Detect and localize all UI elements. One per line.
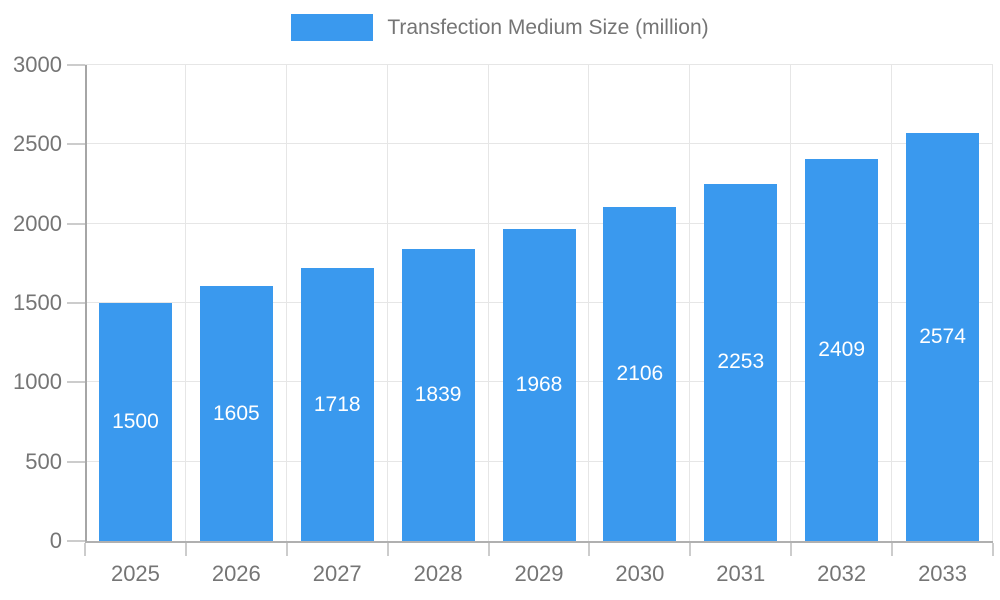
y-axis-tick xyxy=(67,143,85,146)
x-axis-label: 2028 xyxy=(413,561,463,586)
bar: 1605 xyxy=(199,286,273,541)
legend: Transfection Medium Size (million) xyxy=(0,14,1000,41)
x-axis-tick xyxy=(891,543,894,556)
bar-value-label: 1500 xyxy=(112,410,159,433)
gridline-horizontal xyxy=(85,64,993,65)
gridline-vertical xyxy=(487,65,489,541)
bar: 2574 xyxy=(906,132,980,541)
x-axis-tick xyxy=(84,543,86,556)
legend-swatch xyxy=(291,14,374,41)
x-axis-tick xyxy=(184,543,187,556)
x-axis-tick xyxy=(285,543,288,556)
y-axis-tick xyxy=(67,302,85,304)
bar-value-label: 2574 xyxy=(919,324,966,348)
bar: 1500 xyxy=(98,303,172,541)
gridline-vertical xyxy=(386,65,388,541)
bar-value-label: 1605 xyxy=(212,401,260,425)
bar: 2409 xyxy=(805,158,879,541)
bar: 2253 xyxy=(704,183,778,541)
x-axis-tick xyxy=(588,543,591,556)
gridline-vertical xyxy=(891,65,893,541)
bar: 2106 xyxy=(603,206,677,541)
x-axis-label: 2031 xyxy=(716,561,766,586)
bar-value-label: 1718 xyxy=(313,392,361,416)
legend-label: Transfection Medium Size (million) xyxy=(387,15,709,39)
y-axis-tick xyxy=(67,222,85,225)
gridline-vertical xyxy=(588,65,590,541)
y-axis-tick xyxy=(67,381,85,384)
bar-value-label: 1968 xyxy=(515,372,563,396)
bar: 1718 xyxy=(300,268,374,541)
y-axis-label: 2500 xyxy=(13,131,62,157)
bar-value-label: 2253 xyxy=(717,350,765,374)
gridline-vertical xyxy=(285,65,287,541)
bar: 1839 xyxy=(401,249,475,541)
x-axis-label: 2025 xyxy=(110,561,160,586)
y-axis-tick xyxy=(67,460,85,463)
y-axis-label: 1500 xyxy=(13,290,62,315)
y-axis-line xyxy=(85,65,87,541)
gridline-horizontal xyxy=(85,143,993,145)
y-axis-tick xyxy=(67,64,85,66)
x-axis-label: 2029 xyxy=(514,561,564,586)
bar-value-label: 2106 xyxy=(616,361,664,385)
x-axis-tick xyxy=(487,543,490,556)
x-axis-tick xyxy=(992,543,994,556)
bar-value-label: 1839 xyxy=(414,383,462,407)
x-axis-tick xyxy=(790,543,793,556)
x-axis-label: 2033 xyxy=(918,561,968,586)
y-axis-label: 500 xyxy=(25,448,62,474)
y-axis-label: 2000 xyxy=(13,210,62,236)
x-axis-tick xyxy=(386,543,389,556)
bar-value-label: 2409 xyxy=(818,337,866,361)
x-axis-label: 2030 xyxy=(615,561,665,586)
y-axis-tick xyxy=(67,540,85,542)
gridline-horizontal xyxy=(85,222,993,224)
x-axis-label: 2032 xyxy=(817,561,867,586)
gridline-vertical xyxy=(790,65,792,541)
gridline-vertical xyxy=(992,65,993,541)
y-axis-label: 1000 xyxy=(13,369,62,395)
x-axis-tick xyxy=(689,543,692,556)
y-axis-label: 3000 xyxy=(13,52,62,77)
x-axis-line xyxy=(85,541,993,543)
gridline-vertical xyxy=(184,65,186,541)
x-axis-label: 2026 xyxy=(211,561,261,586)
bar: 1968 xyxy=(502,228,576,541)
plot-area: 0 500 1000 1500 2000 2500 3000 2025 2026 2027 2028… xyxy=(13,52,994,586)
y-axis-label: 0 xyxy=(49,528,62,553)
gridline-vertical xyxy=(689,65,691,541)
x-axis-label: 2027 xyxy=(312,561,362,586)
